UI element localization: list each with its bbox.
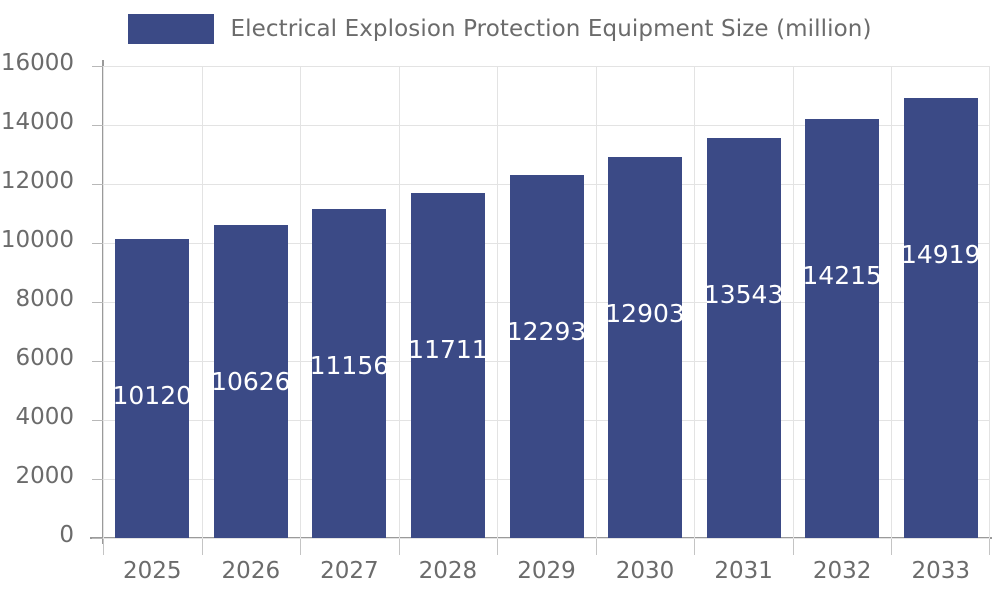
x-axis-tick-mark	[989, 539, 990, 555]
y-axis-tick-label: 6000	[15, 345, 74, 371]
bar[interactable]	[213, 224, 288, 538]
bar[interactable]	[115, 239, 190, 538]
bar[interactable]	[903, 97, 978, 538]
gridline-vertical	[793, 66, 794, 538]
y-axis-tick-mark	[92, 479, 103, 480]
x-axis-tick-label: 2031	[714, 558, 773, 584]
y-axis-tick-label: 14000	[0, 109, 74, 135]
gridline-vertical	[694, 66, 695, 538]
gridline-horizontal	[103, 66, 990, 67]
x-axis-tick-label: 2029	[517, 558, 576, 584]
gridline-vertical	[202, 66, 203, 538]
y-axis-tick-mark	[92, 361, 103, 362]
y-axis-tick-label: 16000	[0, 50, 74, 76]
gridline-vertical	[891, 66, 892, 538]
y-axis-tick-label: 2000	[15, 463, 74, 489]
x-axis-tick-label: 2032	[812, 558, 872, 584]
x-axis-tick-mark	[891, 539, 892, 555]
y-axis-tick-mark	[92, 66, 103, 67]
x-axis-tick-mark	[596, 539, 597, 555]
bar[interactable]	[608, 157, 683, 538]
y-axis-tick-mark	[92, 125, 103, 126]
x-axis-tick-mark	[300, 539, 301, 555]
bar[interactable]	[410, 192, 485, 538]
x-axis-tick-mark	[497, 539, 498, 555]
x-axis-tick-mark	[399, 539, 400, 555]
bar[interactable]	[805, 118, 880, 538]
y-axis-tick-mark	[92, 302, 103, 303]
gridline-vertical	[497, 66, 498, 538]
gridline-vertical	[399, 66, 400, 538]
y-axis-tick-labels: 0 2000 4000 6000 8000 10000 12000 14000 16000	[0, 0, 88, 600]
chart-legend: Electrical Explosion Protection Equipmen…	[0, 12, 1000, 46]
gridline-vertical	[103, 66, 104, 538]
x-axis-tick-label: 2027	[320, 558, 379, 584]
y-axis-tick-mark	[92, 420, 103, 421]
legend-label: Electrical Explosion Protection Equipmen…	[230, 16, 872, 42]
x-axis-tick-label: 2033	[911, 558, 970, 584]
legend-color-swatch	[128, 14, 215, 44]
gridline-vertical	[300, 66, 301, 538]
x-axis-tick-mark	[202, 539, 203, 555]
x-axis-tick-mark	[694, 539, 695, 555]
y-axis-tick-label: 8000	[15, 286, 74, 312]
bar[interactable]	[706, 138, 781, 538]
y-axis-tick-mark	[92, 538, 103, 539]
y-axis-tick-label: 12000	[0, 168, 74, 194]
y-axis-tick-label: 10000	[0, 227, 74, 253]
x-axis-tick-mark	[103, 539, 104, 555]
y-axis-tick-mark	[92, 184, 103, 185]
gridline-vertical	[596, 66, 597, 538]
y-axis-tick-label: 0	[59, 522, 74, 548]
bar[interactable]	[509, 175, 584, 538]
x-axis-tick-label: 2028	[418, 558, 478, 584]
bar[interactable]	[312, 208, 387, 538]
gridline-horizontal	[103, 125, 990, 126]
y-axis-tick-label: 4000	[15, 404, 74, 430]
gridline-horizontal	[103, 538, 990, 539]
gridline-vertical	[989, 66, 990, 538]
x-axis-tick-label: 2025	[123, 558, 182, 584]
x-axis-tick-mark	[793, 539, 794, 555]
y-axis-tick-mark	[92, 243, 103, 244]
plot-area: 10120 10626 11156 11711 12293 12903 13543 14215…	[103, 66, 990, 539]
x-axis-tick-label: 2026	[221, 558, 281, 584]
x-axis-tick-label: 2030	[615, 558, 675, 584]
